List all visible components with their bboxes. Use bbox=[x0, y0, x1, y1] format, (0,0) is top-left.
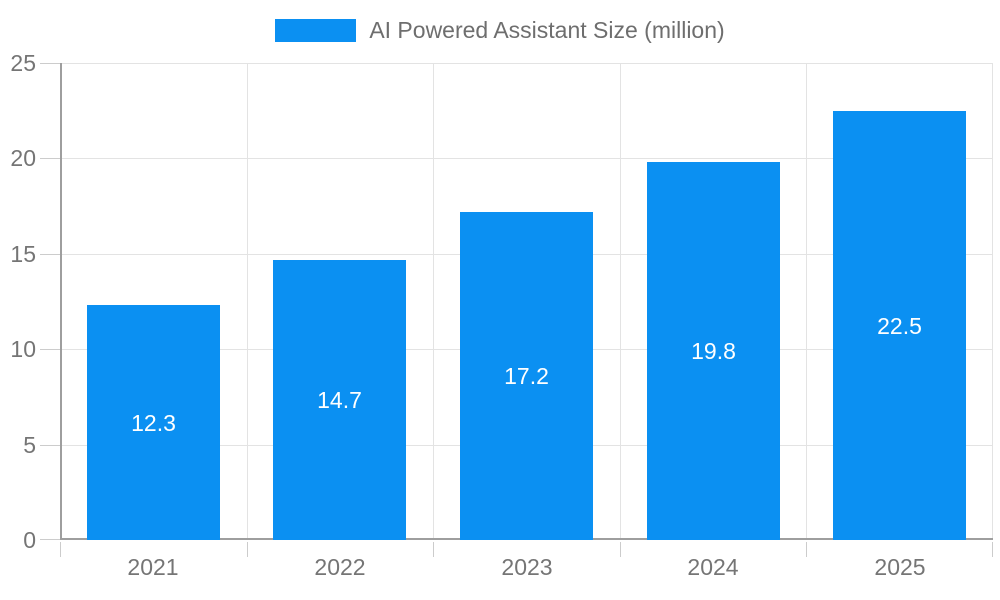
y-axis-tick-label: 25 bbox=[10, 50, 36, 76]
bar-2024[interactable] bbox=[647, 162, 780, 540]
y-axis-tick-label: 20 bbox=[10, 145, 36, 171]
plot-area: 0 5 10 15 20 25 12.3 2021 14.7 2022 17.2 2023 19.8 20… bbox=[10, 52, 993, 579]
x-tick bbox=[806, 542, 807, 557]
x-gridline bbox=[992, 63, 993, 540]
y-tick bbox=[40, 63, 60, 64]
y-gridline bbox=[60, 158, 993, 159]
bar-value-label: 17.2 bbox=[504, 363, 549, 389]
x-tick bbox=[992, 542, 993, 557]
legend-label: AI Powered Assistant Size (million) bbox=[369, 17, 725, 43]
x-gridline bbox=[620, 63, 621, 540]
bar-2023[interactable] bbox=[460, 212, 593, 540]
bar-value-label: 19.8 bbox=[691, 338, 736, 364]
x-gridline bbox=[806, 63, 807, 540]
x-gridline bbox=[433, 63, 434, 540]
y-axis-tick-label: 0 bbox=[23, 527, 36, 553]
x-axis-tick-label: 2024 bbox=[687, 554, 739, 580]
y-tick bbox=[40, 349, 60, 350]
y-gridline bbox=[60, 63, 993, 64]
x-axis-tick-label: 2022 bbox=[314, 554, 366, 580]
bar-value-label: 22.5 bbox=[877, 313, 922, 339]
x-gridline bbox=[247, 63, 248, 540]
x-tick bbox=[620, 542, 621, 557]
bar-value-label: 14.7 bbox=[317, 387, 362, 413]
y-axis-tick-label: 5 bbox=[23, 432, 36, 458]
y-tick bbox=[40, 539, 60, 540]
bar-value-label: 12.3 bbox=[131, 410, 176, 436]
x-tick bbox=[247, 542, 248, 557]
x-tick bbox=[60, 542, 61, 557]
y-tick bbox=[40, 158, 60, 159]
x-axis-tick-label: 2023 bbox=[501, 554, 553, 580]
y-axis-tick-label: 10 bbox=[10, 336, 36, 362]
bar-2022[interactable] bbox=[273, 260, 406, 540]
bar-2021[interactable] bbox=[87, 305, 220, 540]
legend[interactable]: AI Powered Assistant Size (million) bbox=[0, 19, 1000, 42]
bar-2025[interactable] bbox=[833, 111, 966, 540]
y-axis-line bbox=[60, 63, 62, 540]
y-axis-tick-label: 15 bbox=[10, 241, 36, 267]
x-axis-tick-label: 2025 bbox=[874, 554, 926, 580]
legend-swatch bbox=[275, 19, 357, 42]
x-tick bbox=[433, 542, 434, 557]
y-tick bbox=[40, 445, 60, 446]
x-axis-tick-label: 2021 bbox=[127, 554, 179, 580]
y-tick bbox=[40, 254, 60, 255]
